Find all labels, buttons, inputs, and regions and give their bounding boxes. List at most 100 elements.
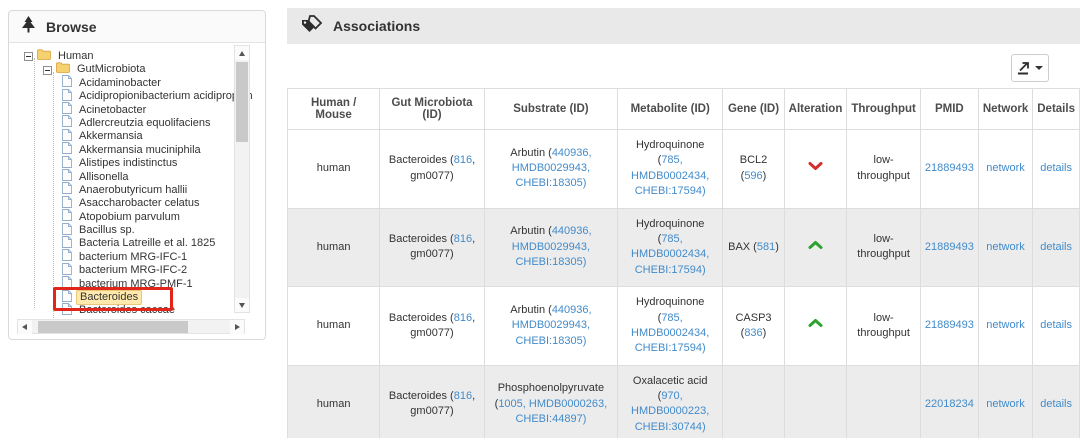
- vertical-scrollbar[interactable]: [234, 45, 250, 313]
- gut-microbiota-text: , gm0077): [410, 311, 476, 339]
- details-link[interactable]: details: [1040, 162, 1072, 175]
- details-link[interactable]: details: [1040, 319, 1072, 332]
- tree-item-bacterium-mrg-ifc-2[interactable]: bacterium MRG-IFC-2: [10, 262, 264, 279]
- tree-item-anaerobutyricum-hallii[interactable]: Anaerobutyricum hallii: [10, 182, 264, 197]
- file-icon: [62, 262, 72, 279]
- metabolite-link[interactable]: 785, HMDB0002434, CHEBI:17594): [631, 311, 710, 355]
- triangle-right-icon: [235, 323, 240, 330]
- file-icon: [62, 276, 72, 292]
- pmid-link[interactable]: 21889493: [924, 319, 974, 332]
- pmid-link[interactable]: 22018234: [924, 397, 974, 410]
- pmid-link[interactable]: 21889493: [924, 240, 974, 253]
- tree-item-label: Atopobium parvulum: [79, 210, 180, 223]
- tree-item-bacillus-sp[interactable]: Bacillus sp.: [10, 222, 264, 237]
- network-link[interactable]: network: [986, 240, 1025, 253]
- cell-gut-microbiota: Bacteroides (816, gm0077): [379, 207, 485, 288]
- tree-item-acinetobacter[interactable]: Acinetobacter: [10, 102, 264, 117]
- gene-text: BCL2 (: [739, 154, 768, 182]
- tree-item-asaccharobacter-celatus[interactable]: Asaccharobacter celatus: [10, 195, 264, 210]
- details-link[interactable]: details: [1040, 397, 1072, 410]
- cell-alteration: [783, 207, 848, 288]
- tree-item-human[interactable]: Human: [10, 49, 264, 63]
- collapse-minus-icon[interactable]: [24, 52, 33, 62]
- scroll-up-button[interactable]: [235, 46, 249, 60]
- metabolite-link[interactable]: 785, HMDB0002434, CHEBI:17594): [631, 154, 710, 198]
- gene-text: CASP3 (: [735, 311, 772, 339]
- metabolite-text: Hydroquinone (: [635, 139, 705, 167]
- substrate-text: Phosphoenolpyruvate (: [494, 382, 605, 410]
- column-header-alteration: Alteration: [783, 88, 848, 130]
- metabolite-link[interactable]: 785, HMDB0002434, CHEBI:17594): [631, 232, 710, 276]
- gene-link[interactable]: 596: [744, 169, 763, 182]
- cell-network: network: [977, 364, 1034, 438]
- cell-substrate: Arbutin (440936, HMDB0029943, CHEBI:1830…: [483, 129, 619, 209]
- metabolite-link[interactable]: 970, HMDB0000223, CHEBI:30744): [631, 390, 710, 433]
- substrate-link[interactable]: 1005, HMDB0000263, CHEBI:44897): [498, 397, 608, 426]
- tree-item-acidipropionibacterium-acidipropion[interactable]: Acidipropionibacterium acidipropion: [10, 88, 264, 105]
- tree-item-atopobium-parvulum[interactable]: Atopobium parvulum: [10, 209, 264, 224]
- gene-link[interactable]: 836: [744, 326, 763, 339]
- scroll-right-button[interactable]: [230, 319, 244, 334]
- file-icon: [62, 88, 72, 105]
- tree-item-adlercreutzia-equolifaciens[interactable]: Adlercreutzia equolifaciens: [10, 115, 264, 131]
- associations-title: Associations: [333, 18, 421, 34]
- cell-throughput: low-throughput: [846, 207, 921, 288]
- substrate-link[interactable]: 440936, HMDB0029943, CHEBI:18305): [511, 303, 592, 347]
- column-header-metabolite-id: Metabolite (ID): [617, 88, 724, 130]
- scroll-left-button[interactable]: [18, 319, 32, 334]
- triangle-left-icon: [22, 323, 27, 330]
- gut-microbiota-link[interactable]: 816: [453, 154, 473, 167]
- file-icon: [62, 75, 72, 91]
- file-icon: [62, 249, 72, 265]
- cell-details: details: [1032, 129, 1080, 209]
- tree-item-allisonella[interactable]: Allisonella: [10, 169, 264, 184]
- file-icon: [62, 302, 72, 319]
- tree-item-bacteria-latreille-et-al-1825[interactable]: Bacteria Latreille et al. 1825: [10, 236, 264, 252]
- table-row: human Bacteroides (816, gm0077) Phosphoeno…: [286, 364, 1080, 438]
- details-link[interactable]: details: [1040, 240, 1072, 253]
- tree-item-label: Allisonella: [79, 170, 129, 183]
- gut-microbiota-text: , gm0077): [410, 154, 476, 182]
- network-link[interactable]: network: [986, 319, 1025, 332]
- network-link[interactable]: network: [986, 162, 1025, 175]
- scroll-down-button[interactable]: [235, 298, 249, 312]
- substrate-text: Arbutin (: [510, 146, 552, 159]
- collapse-minus-icon[interactable]: [43, 65, 52, 75]
- tree-item-bacteroides-caccae[interactable]: Bacteroides caccae: [10, 302, 264, 319]
- horizontal-scrollbar-thumb[interactable]: [38, 321, 188, 333]
- column-header-substrate-id: Substrate (ID): [483, 88, 619, 130]
- tree-item-akkermansia-muciniphila[interactable]: Akkermansia muciniphila: [10, 142, 264, 157]
- tree-item-label: Anaerobutyricum hallii: [79, 183, 188, 196]
- gut-microbiota-link[interactable]: 816: [453, 232, 473, 245]
- file-icon: [62, 236, 72, 252]
- gene-text: ): [762, 169, 767, 182]
- gene-link[interactable]: 581: [756, 240, 776, 253]
- tree-item-acidaminobacter[interactable]: Acidaminobacter: [10, 75, 264, 91]
- tree-item-akkermansia[interactable]: Akkermansia: [10, 128, 264, 145]
- tree-item-bacterium-mrg-pmf-1[interactable]: bacterium MRG-PMF-1: [10, 276, 264, 292]
- export-button[interactable]: [1011, 54, 1049, 82]
- tree-item-alistipes-indistinctus[interactable]: Alistipes indistinctus: [10, 155, 264, 170]
- column-header-gut-microbiota-id: Gut Microbiota (ID): [379, 88, 485, 130]
- tree-item-label: Adlercreutzia equolifaciens: [79, 116, 211, 129]
- substrate-link[interactable]: 440936, HMDB0029943, CHEBI:18305): [511, 225, 592, 269]
- tree-item-bacteroides[interactable]: Bacteroides: [10, 289, 264, 306]
- column-header-pmid: PMID: [919, 88, 979, 130]
- substrate-link[interactable]: 440936, HMDB0029943, CHEBI:18305): [511, 146, 592, 190]
- tree-item-label: Human: [58, 50, 94, 62]
- tree-item-gutmicrobiota[interactable]: GutMicrobiota: [10, 62, 264, 76]
- associations-panel-header: Associations: [287, 8, 1080, 44]
- tree-item-bacterium-mrg-ifc-1[interactable]: bacterium MRG-IFC-1: [10, 249, 264, 265]
- network-link[interactable]: network: [986, 397, 1025, 410]
- substrate-text: Arbutin (: [510, 303, 552, 316]
- gut-microbiota-link[interactable]: 816: [453, 390, 473, 403]
- pmid-link[interactable]: 21889493: [924, 162, 974, 175]
- column-header-gene-id: Gene (ID): [722, 88, 785, 130]
- file-icon: [62, 115, 72, 131]
- cell-network: network: [977, 286, 1034, 366]
- horizontal-scrollbar[interactable]: [17, 319, 245, 334]
- vertical-scrollbar-thumb[interactable]: [236, 62, 248, 142]
- file-icon: [62, 128, 72, 145]
- gut-microbiota-link[interactable]: 816: [453, 311, 473, 324]
- tree-guide-line: [34, 58, 35, 308]
